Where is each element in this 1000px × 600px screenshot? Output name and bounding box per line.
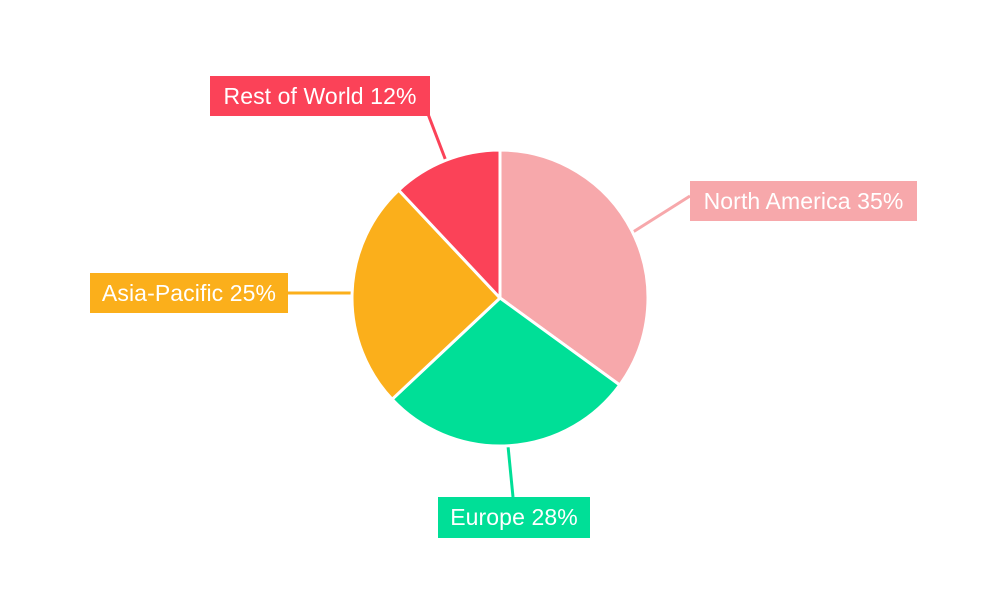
leader-line-north-america [632, 194, 691, 234]
pie-label-north-america: North America 35% [690, 181, 917, 221]
pie-slice-asia-pacific[interactable] [350, 188, 502, 401]
pie-slice-north-america[interactable] [498, 148, 650, 387]
pie-slice-europe[interactable] [390, 296, 622, 448]
pie-slices [350, 148, 650, 448]
pie-slice-rest-of-world[interactable] [397, 148, 502, 300]
leader-line-europe [506, 445, 515, 498]
pie-label-asia-pacific: Asia-Pacific 25% [90, 273, 288, 313]
pie-label-rest-of-world: Rest of World 12% [210, 76, 430, 116]
pie-label-europe: Europe 28% [438, 497, 590, 538]
leader-lines [288, 113, 691, 498]
leader-line-rest-of-world [426, 113, 448, 162]
